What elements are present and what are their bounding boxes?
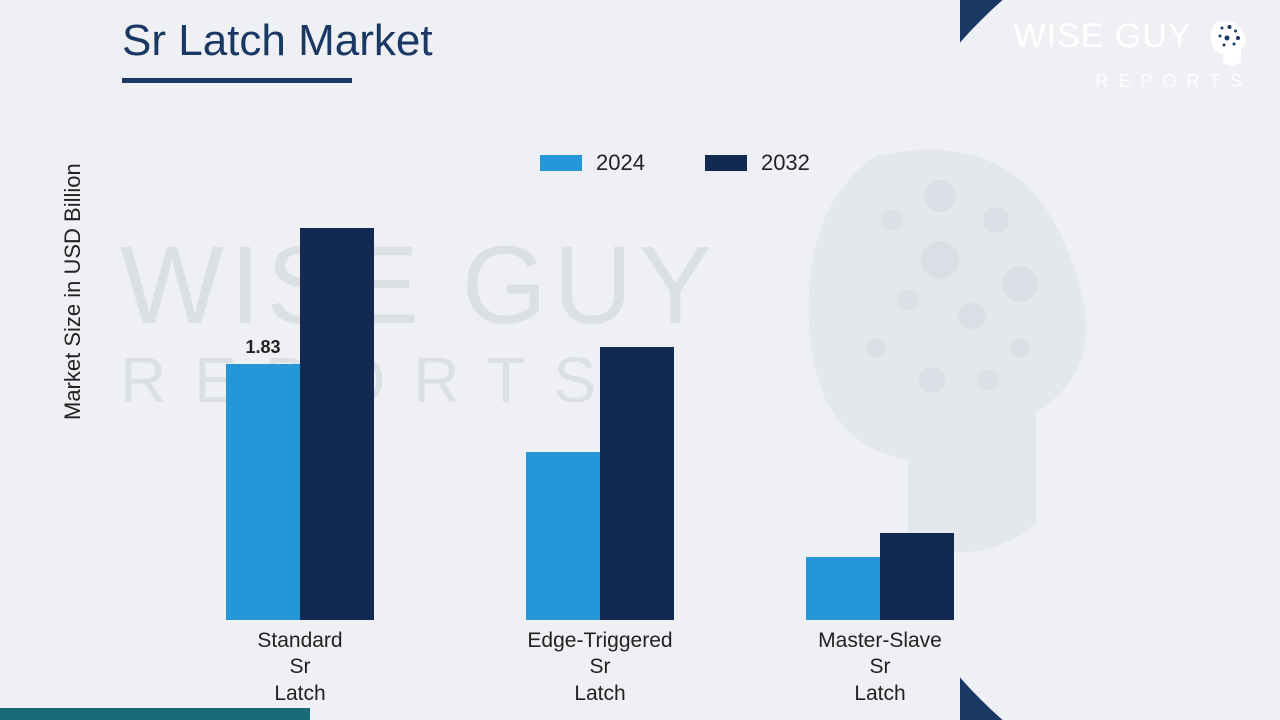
bar-edge-2032	[600, 347, 674, 620]
bar-standard-2032	[300, 228, 374, 620]
brand-head-icon	[1202, 18, 1252, 68]
title-underline	[122, 78, 352, 83]
chart-canvas: WISE GUY REPORTS WI	[0, 0, 1280, 720]
legend-swatch-2032	[705, 155, 747, 171]
bar-master-2024	[806, 557, 880, 620]
value-label-standard_2024: 1.83	[226, 337, 300, 358]
legend-swatch-2024	[540, 155, 582, 171]
x-label-master: Master-SlaveSrLatch	[780, 628, 980, 707]
bar-standard-2024	[226, 364, 300, 620]
chart-legend: 2024 2032	[540, 150, 810, 176]
legend-item-2024: 2024	[540, 150, 645, 176]
brand-line1: WISE GUY	[1014, 17, 1192, 55]
page-title: Sr Latch Market	[122, 16, 433, 66]
legend-item-2032: 2032	[705, 150, 810, 176]
brand-logo: WISE GUY REPORTS	[1014, 18, 1252, 91]
plot-area: 1.83	[130, 200, 950, 620]
bar-chart: Market Size in USD Billion 2024 2032 1.8…	[70, 150, 960, 690]
x-label-standard: StandardSrLatch	[200, 628, 400, 707]
bar-edge-2024	[526, 452, 600, 620]
legend-label-2032: 2032	[761, 150, 810, 176]
bar-master-2032	[880, 533, 954, 620]
brand-line2: REPORTS	[1095, 72, 1252, 90]
y-axis-label: Market Size in USD Billion	[60, 163, 86, 420]
accent-bottom-bar	[0, 708, 310, 720]
legend-label-2024: 2024	[596, 150, 645, 176]
x-label-edge: Edge-TriggeredSrLatch	[500, 628, 700, 707]
